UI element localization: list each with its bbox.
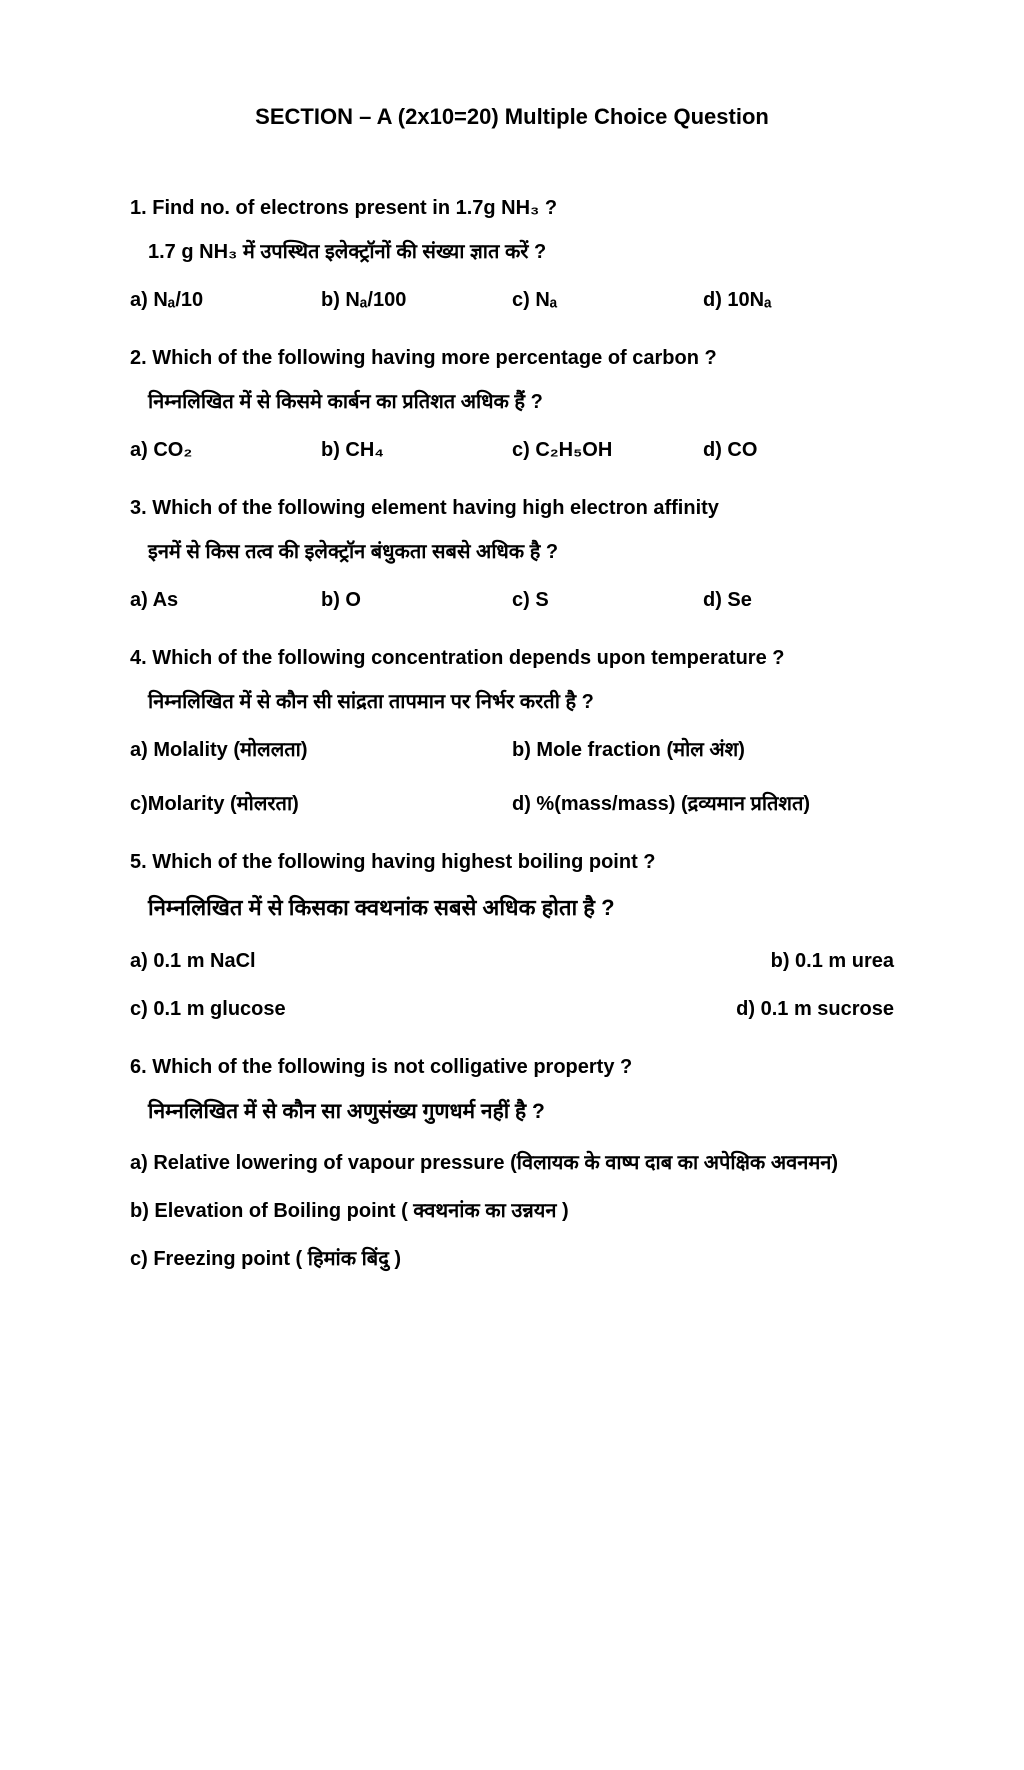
q4-text-hi: निम्नलिखित में से कौन सी सांद्रता तापमान… — [130, 687, 894, 717]
q1-opt-a: a) Nₐ/10 — [130, 285, 321, 315]
q4-opt-a: a) Molality (मोललता) — [130, 735, 512, 765]
q4-options-row2: c)Molarity (मोलरता) d) %(mass/mass) (द्र… — [130, 789, 894, 819]
q3-opt-b: b) O — [321, 585, 512, 615]
q3-text-hi: इनमें से किस तत्व की इलेक्ट्रॉन बंधुकता … — [130, 537, 894, 567]
q2-opt-b: b) CH₄ — [321, 435, 512, 465]
q4-opt-b: b) Mole fraction (मोल अंश) — [512, 735, 894, 765]
q2-opt-d: d) CO — [703, 435, 894, 465]
q3-options: a) As b) O c) S d) Se — [130, 585, 894, 615]
q5-opt-a: a) 0.1 m NaCl — [130, 946, 256, 976]
q4-text-en: 4. Which of the following concentration … — [130, 643, 894, 673]
q6-text-hi: निम्नलिखित में से कौन सा अणुसंख्य गुणधर्… — [130, 1096, 894, 1128]
question-5: 5. Which of the following having highest… — [130, 847, 894, 1024]
q6-opt-b: b) Elevation of Boiling point ( क्वथनांक… — [130, 1196, 894, 1226]
question-2: 2. Which of the following having more pe… — [130, 343, 894, 465]
q5-text-hi: निम्नलिखित में से किसका क्वथनांक सबसे अध… — [130, 891, 894, 924]
q6-options: a) Relative lowering of vapour pressure … — [130, 1148, 894, 1274]
q3-text-en: 3. Which of the following element having… — [130, 493, 894, 523]
q2-opt-c: c) C₂H₅OH — [512, 435, 703, 465]
q1-text-en: 1. Find no. of electrons present in 1.7g… — [130, 193, 894, 223]
q2-options: a) CO₂ b) CH₄ c) C₂H₅OH d) CO — [130, 435, 894, 465]
q1-opt-d: d) 10Nₐ — [703, 285, 894, 315]
section-title: SECTION – A (2x10=20) Multiple Choice Qu… — [130, 100, 894, 133]
question-3: 3. Which of the following element having… — [130, 493, 894, 615]
q6-opt-a: a) Relative lowering of vapour pressure … — [130, 1148, 894, 1178]
q4-opt-d: d) %(mass/mass) (द्रव्यमान प्रतिशत) — [512, 789, 894, 819]
q5-options-row2: c) 0.1 m glucose d) 0.1 m sucrose — [130, 994, 894, 1024]
question-1: 1. Find no. of electrons present in 1.7g… — [130, 193, 894, 315]
q5-opt-d: d) 0.1 m sucrose — [736, 994, 894, 1024]
q1-opt-b: b) Nₐ/100 — [321, 285, 512, 315]
q1-opt-c: c) Nₐ — [512, 285, 703, 315]
q4-opt-c: c)Molarity (मोलरता) — [130, 789, 512, 819]
q6-opt-c: c) Freezing point ( हिमांक बिंदु ) — [130, 1244, 894, 1274]
q3-opt-a: a) As — [130, 585, 321, 615]
q6-text-en: 6. Which of the following is not colliga… — [130, 1052, 894, 1082]
q3-opt-c: c) S — [512, 585, 703, 615]
q2-text-hi: निम्नलिखित में से किसमे कार्बन का प्रतिश… — [130, 387, 894, 417]
q5-opt-c: c) 0.1 m glucose — [130, 994, 286, 1024]
q2-text-en: 2. Which of the following having more pe… — [130, 343, 894, 373]
q1-options: a) Nₐ/10 b) Nₐ/100 c) Nₐ d) 10Nₐ — [130, 285, 894, 315]
q5-text-en: 5. Which of the following having highest… — [130, 847, 894, 877]
q5-options-row1: a) 0.1 m NaCl b) 0.1 m urea — [130, 946, 894, 976]
q4-options-row1: a) Molality (मोललता) b) Mole fraction (म… — [130, 735, 894, 765]
question-4: 4. Which of the following concentration … — [130, 643, 894, 819]
q1-text-hi: 1.7 g NH₃ में उपस्थित इलेक्ट्रॉनों की सं… — [130, 237, 894, 267]
q3-opt-d: d) Se — [703, 585, 894, 615]
q5-opt-b: b) 0.1 m urea — [771, 946, 894, 976]
q2-opt-a: a) CO₂ — [130, 435, 321, 465]
question-6: 6. Which of the following is not colliga… — [130, 1052, 894, 1274]
